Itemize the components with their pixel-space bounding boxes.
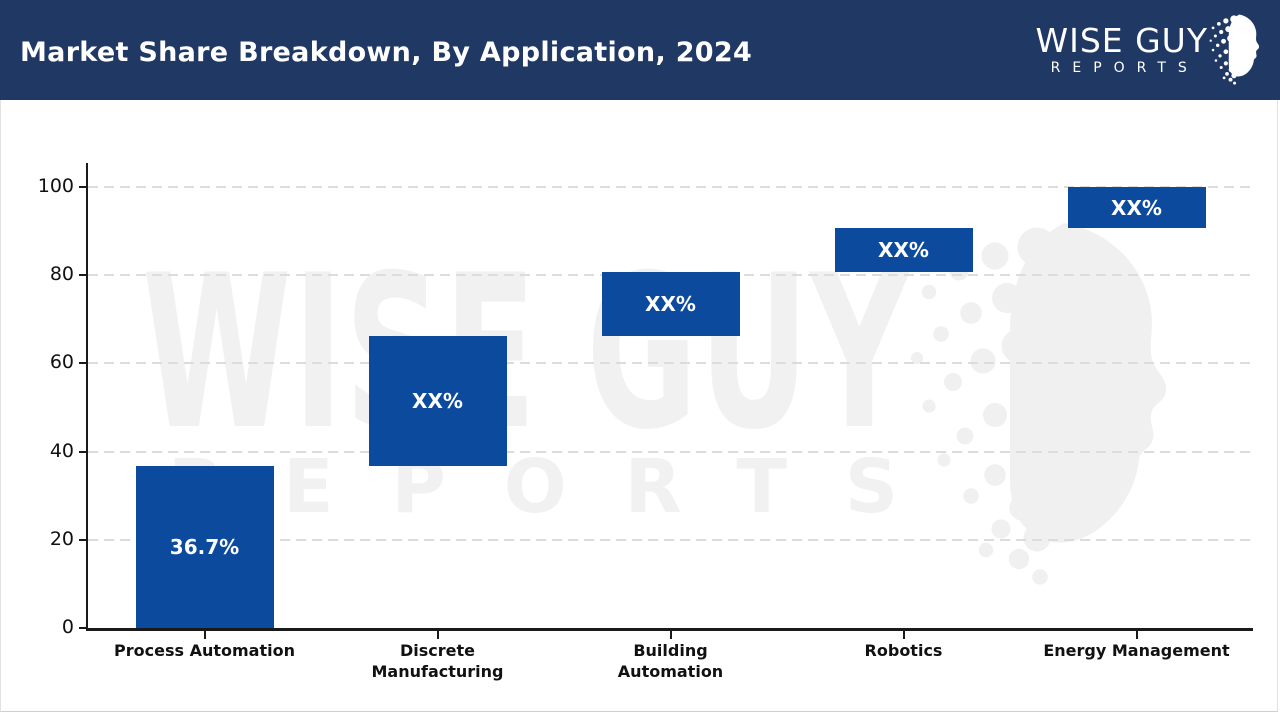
bar-segment: XX% xyxy=(601,271,740,337)
x-tick-mark xyxy=(902,631,905,639)
x-axis-label-line: Energy Management xyxy=(1043,641,1230,660)
watermark-wise-guy: WISE GUY xyxy=(142,229,910,476)
x-axis-label: Building Automation xyxy=(551,640,791,682)
gridline xyxy=(88,186,1253,188)
x-axis-label: Robotics xyxy=(784,640,1024,661)
y-tick-mark xyxy=(79,450,88,453)
x-axis-label-line: Discrete xyxy=(399,641,475,660)
y-tick-mark xyxy=(79,362,88,365)
bar-segment: XX% xyxy=(368,336,507,467)
x-axis-line xyxy=(86,628,1253,631)
y-axis-line xyxy=(86,163,88,630)
y-tick-label: 80 xyxy=(49,263,74,286)
y-tick-label: 0 xyxy=(61,616,74,638)
watermark-reports: REPORTS xyxy=(168,444,957,530)
bar-segment: 36.7% xyxy=(135,466,274,628)
gridline xyxy=(88,362,1253,365)
x-axis-label-line: Manufacturing xyxy=(371,662,504,681)
bar-value-label: XX% xyxy=(1111,195,1162,220)
y-tick-label: 100 xyxy=(37,175,74,197)
x-axis-label-line: Building xyxy=(633,641,708,660)
y-tick-label: 40 xyxy=(49,439,74,462)
x-axis-label-line: Process Automation xyxy=(114,641,295,660)
x-axis-label-line: Automation xyxy=(617,662,724,681)
x-axis-label: Discrete Manufacturing xyxy=(318,640,558,682)
x-tick-mark xyxy=(203,631,206,639)
logo-text-reports: REPORTS xyxy=(1050,60,1199,76)
gridline xyxy=(88,450,1253,453)
x-axis-label-line: Robotics xyxy=(864,641,943,660)
wise-guy-logo: WISE GUY REPORTS xyxy=(1035,11,1266,89)
bar-segment: XX% xyxy=(1067,187,1206,228)
bar-value-label: XX% xyxy=(645,292,696,317)
y-tick-label: 60 xyxy=(49,351,74,374)
bar-value-label: 36.7% xyxy=(169,535,240,560)
bar-segment: XX% xyxy=(834,228,973,272)
x-tick-mark xyxy=(1135,631,1138,639)
logo-wordmark: WISE GUY REPORTS xyxy=(1035,24,1208,76)
y-tick-mark xyxy=(79,627,88,629)
x-axis-label: Process Automation xyxy=(85,640,325,661)
header-bar: Market Share Breakdown, By Application, … xyxy=(0,0,1280,100)
chart-canvas xyxy=(0,100,1278,712)
x-tick-mark xyxy=(436,631,439,639)
logo-text-wiseguy: WISE GUY xyxy=(1035,21,1208,60)
x-axis-label: Energy Management xyxy=(1017,640,1257,661)
logo-head-icon xyxy=(1209,14,1260,85)
y-tick-mark xyxy=(79,186,88,188)
bar-value-label: XX% xyxy=(412,389,463,414)
gridline xyxy=(88,538,1253,541)
bar-value-label: XX% xyxy=(878,237,929,262)
page-title: Market Share Breakdown, By Application, … xyxy=(20,36,753,68)
y-tick-mark xyxy=(79,538,88,541)
x-tick-mark xyxy=(669,631,672,639)
y-tick-label: 20 xyxy=(49,527,74,550)
y-tick-mark xyxy=(79,274,88,277)
